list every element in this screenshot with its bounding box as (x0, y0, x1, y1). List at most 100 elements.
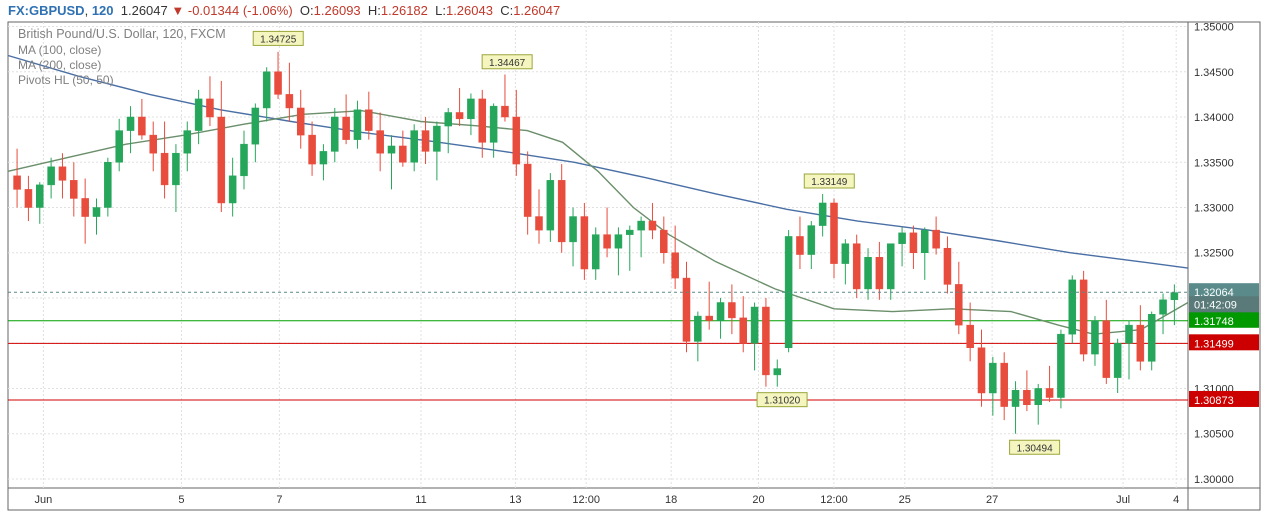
candle-body[interactable] (501, 106, 508, 117)
candle-body[interactable] (955, 284, 962, 325)
candle-body[interactable] (1046, 388, 1053, 397)
candle-body[interactable] (638, 221, 645, 230)
candle-body[interactable] (456, 112, 463, 118)
candle-body[interactable] (1035, 388, 1042, 404)
candle-body[interactable] (93, 207, 100, 216)
candle-body[interactable] (660, 230, 667, 253)
candle-body[interactable] (899, 233, 906, 244)
candle-body[interactable] (570, 217, 577, 242)
candle-body[interactable] (297, 108, 304, 135)
candle-body[interactable] (365, 110, 372, 131)
candle-body[interactable] (524, 164, 531, 216)
candle-body[interactable] (989, 363, 996, 393)
candle-body[interactable] (104, 162, 111, 207)
candle-body[interactable] (252, 108, 259, 144)
candle-body[interactable] (25, 189, 32, 207)
candle-body[interactable] (751, 307, 758, 343)
price-chart[interactable]: 1.300001.305001.310001.315001.320001.325… (0, 0, 1269, 517)
candle-body[interactable] (796, 236, 803, 254)
candle-body[interactable] (82, 198, 89, 216)
candle-body[interactable] (547, 180, 554, 230)
candle-body[interactable] (853, 244, 860, 289)
candle-body[interactable] (1091, 321, 1098, 354)
candle-body[interactable] (728, 303, 735, 318)
indicator-ma200-label[interactable]: MA (200, close) (18, 58, 101, 72)
candle-body[interactable] (275, 72, 282, 95)
candle-body[interactable] (706, 316, 713, 321)
candle-body[interactable] (218, 117, 225, 203)
candle-body[interactable] (411, 131, 418, 163)
candle-body[interactable] (1103, 321, 1110, 378)
indicator-ma100-label[interactable]: MA (100, close) (18, 43, 101, 57)
candle-body[interactable] (479, 99, 486, 142)
candle-body[interactable] (138, 117, 145, 135)
candle-body[interactable] (1001, 363, 1008, 406)
candle-body[interactable] (184, 131, 191, 154)
candle-body[interactable] (36, 185, 43, 208)
candle-body[interactable] (1012, 390, 1019, 406)
candle-body[interactable] (354, 110, 361, 140)
candle-body[interactable] (819, 203, 826, 226)
candle-body[interactable] (331, 117, 338, 151)
candle-body[interactable] (694, 316, 701, 341)
candle-body[interactable] (377, 131, 384, 154)
candle-body[interactable] (604, 235, 611, 249)
candle-body[interactable] (14, 176, 21, 190)
candle-body[interactable] (1125, 325, 1132, 343)
candle-body[interactable] (1057, 334, 1064, 397)
candle-body[interactable] (70, 180, 77, 198)
candle-body[interactable] (740, 318, 747, 343)
candle-body[interactable] (48, 167, 55, 185)
candle-body[interactable] (1023, 390, 1030, 404)
candle-body[interactable] (683, 278, 690, 341)
candle-body[interactable] (1171, 293, 1178, 300)
candle-body[interactable] (535, 217, 542, 231)
candle-body[interactable] (1148, 314, 1155, 361)
candle-body[interactable] (445, 112, 452, 126)
candle-body[interactable] (672, 253, 679, 278)
candle-body[interactable] (865, 257, 872, 289)
candle-body[interactable] (944, 248, 951, 284)
candle-body[interactable] (195, 99, 202, 131)
candle-body[interactable] (433, 126, 440, 151)
candle-body[interactable] (978, 348, 985, 393)
candle-body[interactable] (887, 244, 894, 289)
candle-body[interactable] (172, 153, 179, 185)
indicator-pivots-label[interactable]: Pivots HL (50, 50) (18, 73, 114, 87)
candle-body[interactable] (286, 94, 293, 108)
candle-body[interactable] (388, 146, 395, 153)
candle-body[interactable] (717, 303, 724, 321)
candle-body[interactable] (876, 257, 883, 289)
candle-body[interactable] (774, 369, 781, 375)
candle-body[interactable] (910, 233, 917, 253)
candle-body[interactable] (808, 226, 815, 255)
candle-body[interactable] (558, 180, 565, 242)
candle-body[interactable] (127, 117, 134, 131)
candle-body[interactable] (762, 307, 769, 375)
candle-body[interactable] (161, 153, 168, 185)
candle-body[interactable] (263, 72, 270, 108)
candle-body[interactable] (592, 235, 599, 269)
candle-body[interactable] (1114, 343, 1121, 377)
candle-body[interactable] (967, 325, 974, 348)
candle-body[interactable] (649, 221, 656, 230)
candle-body[interactable] (1069, 280, 1076, 334)
candle-body[interactable] (581, 217, 588, 269)
candle-body[interactable] (116, 131, 123, 163)
candle-body[interactable] (513, 117, 520, 164)
candle-body[interactable] (399, 146, 406, 162)
candle-body[interactable] (343, 117, 350, 140)
candle-body[interactable] (615, 235, 622, 249)
candle-body[interactable] (921, 230, 928, 253)
candle-body[interactable] (830, 203, 837, 264)
candle-body[interactable] (1137, 325, 1144, 361)
candle-body[interactable] (59, 167, 66, 181)
candle-body[interactable] (422, 131, 429, 152)
candle-body[interactable] (240, 144, 247, 176)
candle-body[interactable] (206, 99, 213, 117)
candle-body[interactable] (626, 230, 633, 235)
candle-body[interactable] (150, 135, 157, 153)
candle-body[interactable] (1080, 280, 1087, 354)
candle-body[interactable] (467, 99, 474, 119)
candle-body[interactable] (1160, 300, 1167, 314)
